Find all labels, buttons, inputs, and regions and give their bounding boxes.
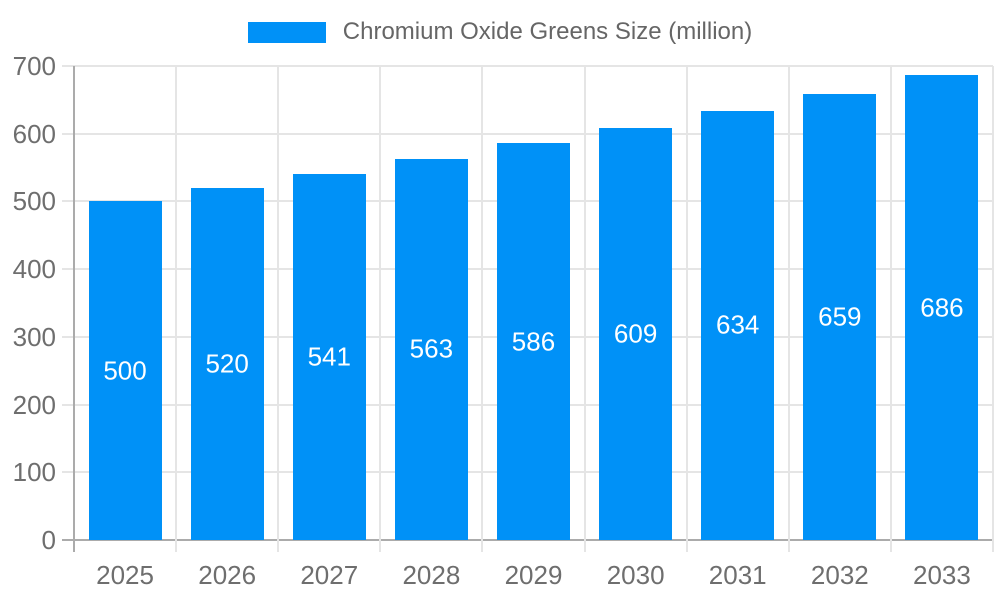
x-gridline <box>889 66 892 552</box>
y-tick-label: 300 <box>12 321 56 352</box>
bar-2030[interactable]: 609 <box>599 127 673 540</box>
y-gridline <box>62 65 993 67</box>
x-tick-label: 2031 <box>708 560 767 590</box>
x-tick-label: 2033 <box>913 560 971 590</box>
bar-value-label: 609 <box>613 318 658 349</box>
x-axis-line <box>62 539 993 541</box>
x-gridline <box>379 66 382 552</box>
bar-value-label: 659 <box>818 301 862 332</box>
x-tick-label: 2028 <box>402 560 461 590</box>
bar-value-label: 634 <box>716 309 760 340</box>
x-tick-label: 2030 <box>606 560 665 590</box>
x-tick-label: 2026 <box>198 560 257 590</box>
y-tick-label: 100 <box>12 457 56 488</box>
bar-value-label: 520 <box>205 348 249 379</box>
bar-value-label: 541 <box>307 341 351 372</box>
bar-2027[interactable]: 541 <box>292 173 366 540</box>
bar-2029[interactable]: 586 <box>497 143 570 540</box>
x-gridline <box>992 66 994 552</box>
x-tick-label: 2025 <box>96 560 154 590</box>
y-tick-label: 700 <box>12 51 56 81</box>
bar-value-label: 563 <box>409 333 454 364</box>
y-tick-label: 0 <box>41 525 56 555</box>
x-gridline <box>481 66 484 552</box>
x-gridline <box>787 66 790 552</box>
x-gridline <box>277 66 280 552</box>
bar-value-label: 586 <box>511 326 556 357</box>
x-tick-label: 2029 <box>504 560 563 590</box>
bar-2028[interactable]: 563 <box>394 158 468 540</box>
x-tick-label: 2032 <box>810 560 869 590</box>
y-gridline <box>62 132 993 135</box>
y-tick-label: 600 <box>12 118 56 149</box>
x-gridline <box>685 66 688 552</box>
legend-item[interactable]: Chromium Oxide Greens Size (million) <box>247 18 753 46</box>
bar-value-label: 500 <box>103 355 147 386</box>
y-axis-line <box>73 66 75 552</box>
y-tick-label: 500 <box>12 186 56 217</box>
x-tick-label: 2027 <box>300 560 359 590</box>
bar-value-label: 686 <box>920 292 964 323</box>
bar-2025[interactable]: 500 <box>88 201 162 540</box>
legend-label: Chromium Oxide Greens Size (million) <box>342 18 753 45</box>
bar-2026[interactable]: 520 <box>190 187 264 540</box>
bar-2033[interactable]: 686 <box>905 75 979 540</box>
legend: Chromium Oxide Greens Size (million) <box>0 17 1000 47</box>
y-tick-label: 200 <box>12 389 56 420</box>
x-gridline <box>583 66 586 552</box>
x-gridline <box>175 66 178 552</box>
bar-2031[interactable]: 634 <box>701 110 775 540</box>
y-tick-label: 400 <box>12 254 56 285</box>
legend-swatch-icon <box>247 21 326 43</box>
bar-2032[interactable]: 659 <box>803 93 877 540</box>
